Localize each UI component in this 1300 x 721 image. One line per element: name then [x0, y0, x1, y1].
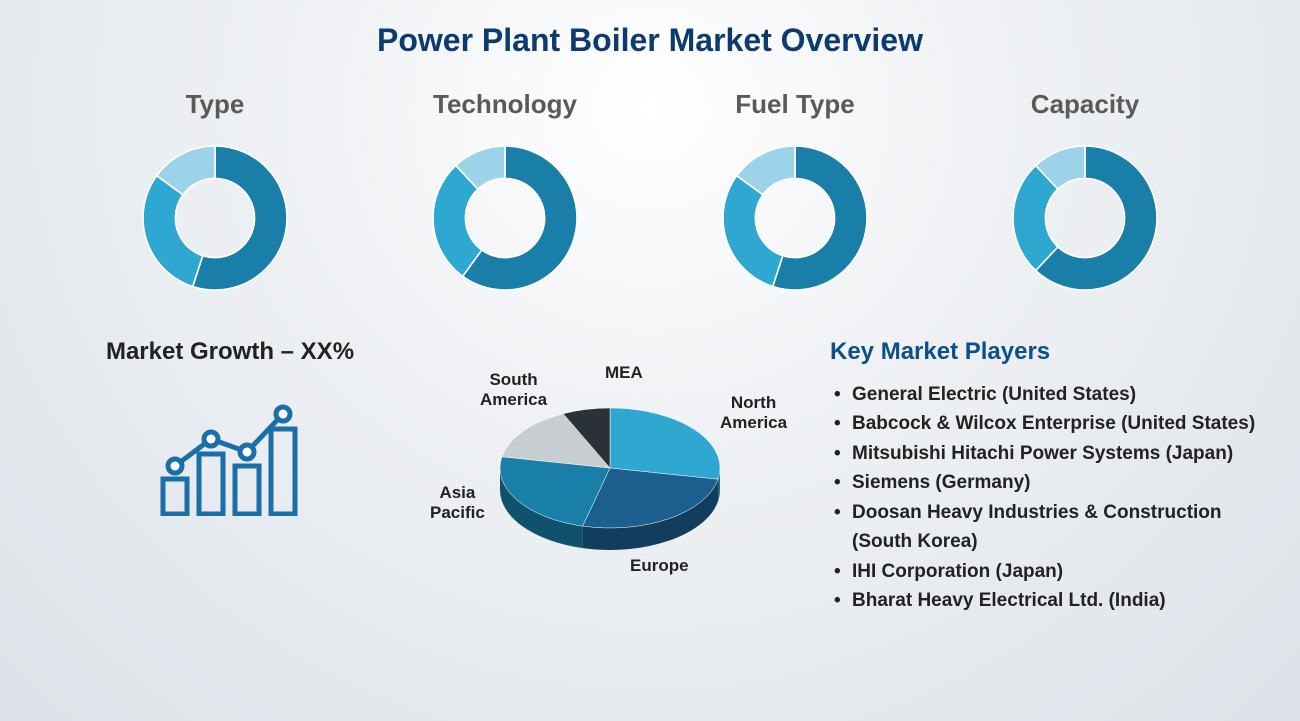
player-item: General Electric (United States) [830, 380, 1260, 409]
pie-region-label: NorthAmerica [720, 393, 787, 432]
pie-region-label: AsiaPacific [430, 483, 485, 522]
growth-title: Market Growth – XX% [50, 338, 410, 366]
donut-label: Type [186, 89, 245, 120]
donut-label: Fuel Type [735, 89, 854, 120]
pie-region-label: SouthAmerica [480, 370, 547, 409]
donut-chart [135, 138, 295, 298]
donut-label: Capacity [1031, 89, 1139, 120]
donut-chart [1005, 138, 1165, 298]
players-title: Key Market Players [830, 338, 1260, 366]
donut-chart [715, 138, 875, 298]
region-pie-block: NorthAmerica Europe AsiaPacific SouthAmeric… [410, 338, 810, 618]
donut-capacity: Capacity [975, 89, 1195, 298]
donut-type: Type [105, 89, 325, 298]
page-title: Power Plant Boiler Market Overview [0, 0, 1300, 59]
player-item: Babcock & Wilcox Enterprise (United Stat… [830, 409, 1260, 438]
player-item: Siemens (Germany) [830, 468, 1260, 497]
pie-region-label: Europe [630, 556, 689, 576]
donut-technology: Technology [395, 89, 615, 298]
player-item: Bharat Heavy Electrical Ltd. (India) [830, 586, 1260, 615]
market-growth-block: Market Growth – XX% [50, 338, 410, 521]
pie-region-label: MEA [605, 363, 643, 383]
donut-charts-row: Type Technology Fuel Type Capacity [0, 59, 1300, 298]
player-item: Doosan Heavy Industries & Construction (… [830, 498, 1260, 557]
bottom-row: Market Growth – XX% NorthAmerica Europe As… [0, 298, 1300, 618]
donut-chart [425, 138, 585, 298]
player-item: IHI Corporation (Japan) [830, 557, 1260, 586]
donut-label: Technology [433, 89, 577, 120]
key-players-block: Key Market Players General Electric (Uni… [810, 338, 1260, 616]
players-list: General Electric (United States)Babcock … [830, 380, 1260, 616]
donut-fuel-type: Fuel Type [685, 89, 905, 298]
growth-chart-icon [145, 396, 315, 516]
player-item: Mitsubishi Hitachi Power Systems (Japan) [830, 439, 1260, 468]
